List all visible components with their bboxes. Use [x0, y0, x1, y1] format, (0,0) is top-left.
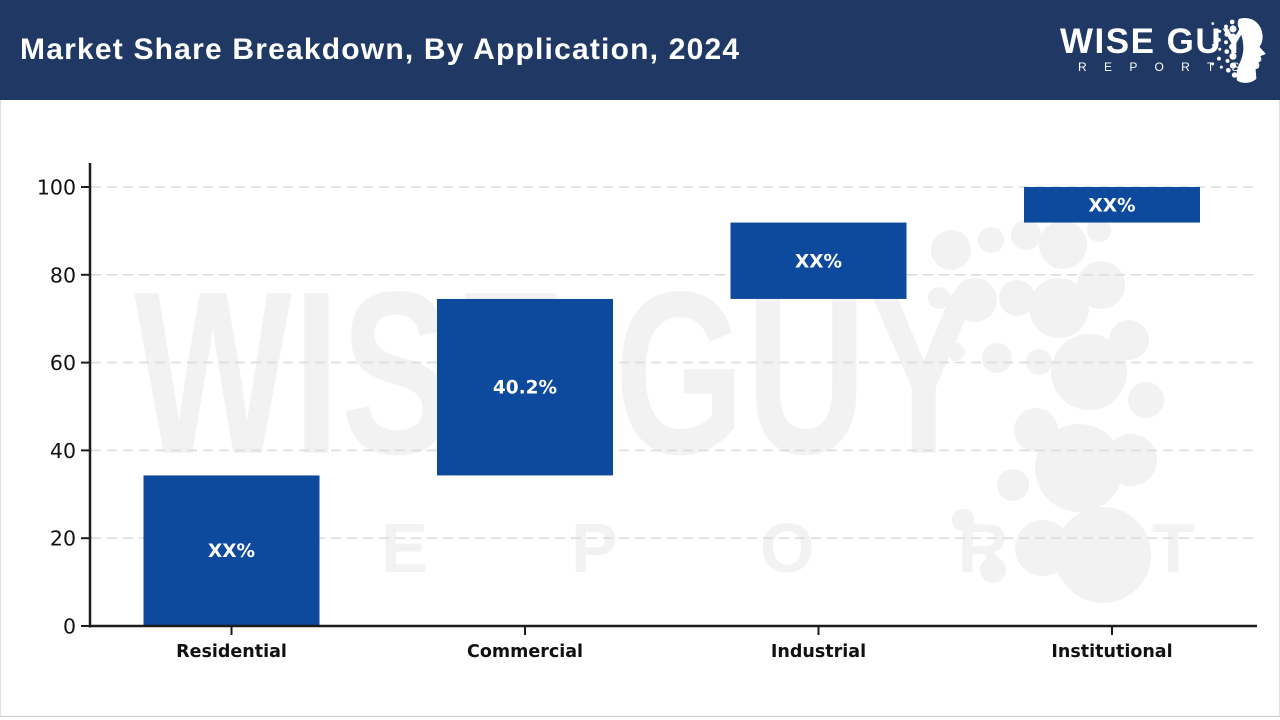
y-tick-label: 20 [50, 527, 76, 551]
y-tick-label: 80 [50, 263, 76, 287]
page-title: Market Share Breakdown, By Application, … [20, 33, 741, 66]
x-category-label: Industrial [771, 642, 866, 662]
bar-value-label: XX% [1088, 195, 1135, 216]
chart-area: WISE GUY R E P O R T S XX%40.2%XX%XX%020… [0, 100, 1280, 717]
header: Market Share Breakdown, By Application, … [0, 0, 1280, 100]
bar-industrial [730, 222, 907, 299]
waterfall-chart: XX% 40.2% XX% XX% 0 20 40 60 80 100 Residential Com… [37, 163, 1257, 662]
bar-value-label: XX% [795, 251, 842, 272]
y-tick-label: 40 [50, 439, 76, 463]
watermark-dotted-head [928, 218, 1164, 603]
logo-subtext: R E P O R T S [1078, 60, 1247, 74]
bar-commercial [437, 298, 613, 476]
bar-institutional [1024, 187, 1200, 223]
bar-residential [143, 475, 320, 626]
x-category-label: Residential [176, 642, 287, 662]
logo-wordmark: WISE GUY [1060, 22, 1248, 61]
x-category-label: Commercial [467, 642, 583, 662]
bar-value-label: 40.2% [493, 378, 557, 399]
brand-logo: WISE GUY R E P O R T S [1022, 2, 1272, 98]
dotted-head-icon [1211, 17, 1266, 83]
y-tick-label: 60 [50, 351, 76, 375]
x-category-label: Institutional [1051, 642, 1172, 662]
y-tick-label: 0 [63, 615, 76, 639]
y-tick-label: 100 [37, 176, 76, 200]
bar-value-label: XX% [208, 541, 255, 562]
